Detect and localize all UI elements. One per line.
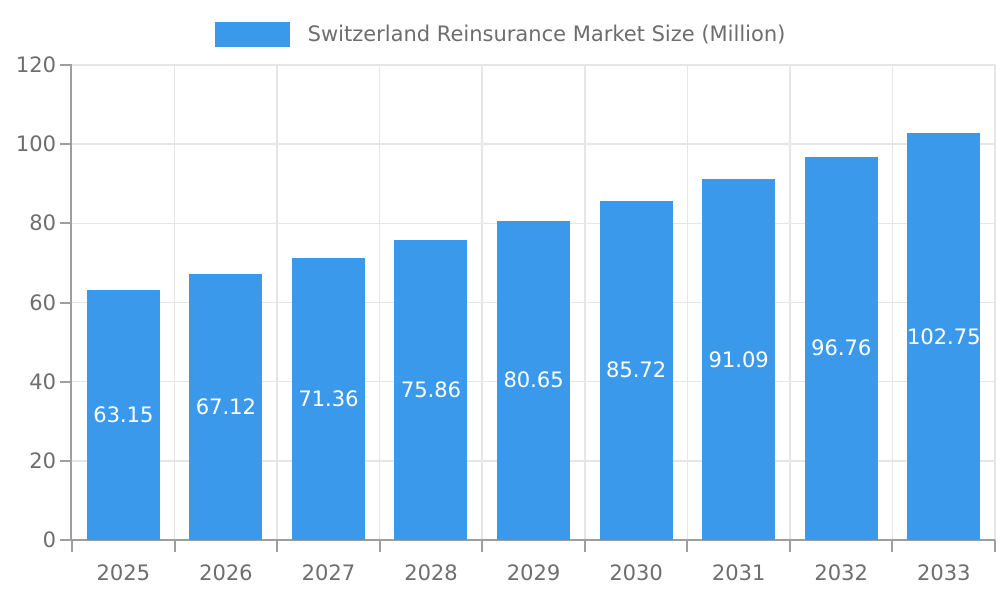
v-gridline xyxy=(276,65,278,540)
y-tick-label: 20 xyxy=(29,448,56,473)
x-tick-label: 2031 xyxy=(711,561,766,585)
y-axis-tick xyxy=(60,64,72,66)
x-axis-tick xyxy=(71,540,73,552)
bar-value-label: 91.09 xyxy=(708,347,769,372)
x-axis-tick xyxy=(481,540,484,552)
x-axis-tick xyxy=(276,540,279,552)
bar[interactable] xyxy=(86,290,160,540)
y-axis-tick xyxy=(60,301,72,304)
x-axis-tick xyxy=(378,540,381,552)
x-tick-label: 2027 xyxy=(301,561,356,585)
v-gridline xyxy=(686,65,689,540)
bar-value-label: 96.76 xyxy=(811,336,872,361)
v-gridline xyxy=(378,65,381,540)
bar[interactable] xyxy=(907,133,981,540)
v-gridline xyxy=(789,65,791,540)
x-tick-label: 2025 xyxy=(96,561,150,585)
x-axis-tick xyxy=(686,540,689,552)
bar-value-label: 71.36 xyxy=(298,386,359,411)
x-tick-label: 2029 xyxy=(506,561,561,585)
y-axis-tick xyxy=(60,222,72,225)
v-gridline xyxy=(173,65,176,540)
v-gridline xyxy=(584,65,586,540)
x-tick-label: 2032 xyxy=(814,561,868,585)
bar-value-label: 85.72 xyxy=(605,358,667,383)
bar[interactable] xyxy=(804,156,878,540)
y-tick-label: 40 xyxy=(29,369,56,394)
bar-value-label: 63.15 xyxy=(93,403,154,428)
y-tick-label: 0 xyxy=(42,528,56,552)
x-tick-label: 2026 xyxy=(199,561,253,585)
x-axis-tick xyxy=(994,540,996,552)
y-axis-tick xyxy=(60,539,72,541)
x-axis-line xyxy=(70,539,995,541)
bar[interactable] xyxy=(189,274,263,540)
x-axis-tick xyxy=(173,540,176,552)
bar[interactable] xyxy=(291,257,365,540)
chart-legend[interactable]: Switzerland Reinsurance Market Size (Mil… xyxy=(0,20,1000,48)
y-axis-tick xyxy=(60,143,72,146)
bar[interactable] xyxy=(702,179,776,540)
y-tick-label: 100 xyxy=(15,132,56,157)
bar[interactable] xyxy=(599,200,673,540)
h-gridline xyxy=(72,143,995,145)
v-gridline xyxy=(481,65,483,540)
v-gridline xyxy=(891,65,894,540)
x-axis-tick xyxy=(788,540,791,552)
x-tick-label: 2033 xyxy=(916,561,971,585)
y-axis-tick xyxy=(60,459,72,462)
x-tick-label: 2028 xyxy=(404,561,458,585)
x-tick-label: 2030 xyxy=(609,561,663,585)
bar[interactable] xyxy=(497,220,570,540)
bar-value-label: 80.65 xyxy=(503,368,564,393)
bar[interactable] xyxy=(394,239,468,540)
legend-swatch xyxy=(214,21,290,47)
v-gridline xyxy=(994,65,996,540)
y-tick-label: 80 xyxy=(29,211,56,236)
y-tick-label: 120 xyxy=(15,53,56,77)
bar-value-label: 102.75 xyxy=(906,324,981,349)
y-axis-tick xyxy=(60,380,72,383)
y-tick-label: 60 xyxy=(29,290,56,315)
bar-value-label: 75.86 xyxy=(400,377,461,402)
legend-label: Switzerland Reinsurance Market Size (Mil… xyxy=(307,22,786,46)
x-axis-tick xyxy=(583,540,586,552)
h-gridline xyxy=(72,64,995,66)
bar-value-label: 67.12 xyxy=(195,395,256,420)
x-axis-tick xyxy=(891,540,894,552)
y-axis-line xyxy=(70,64,72,540)
